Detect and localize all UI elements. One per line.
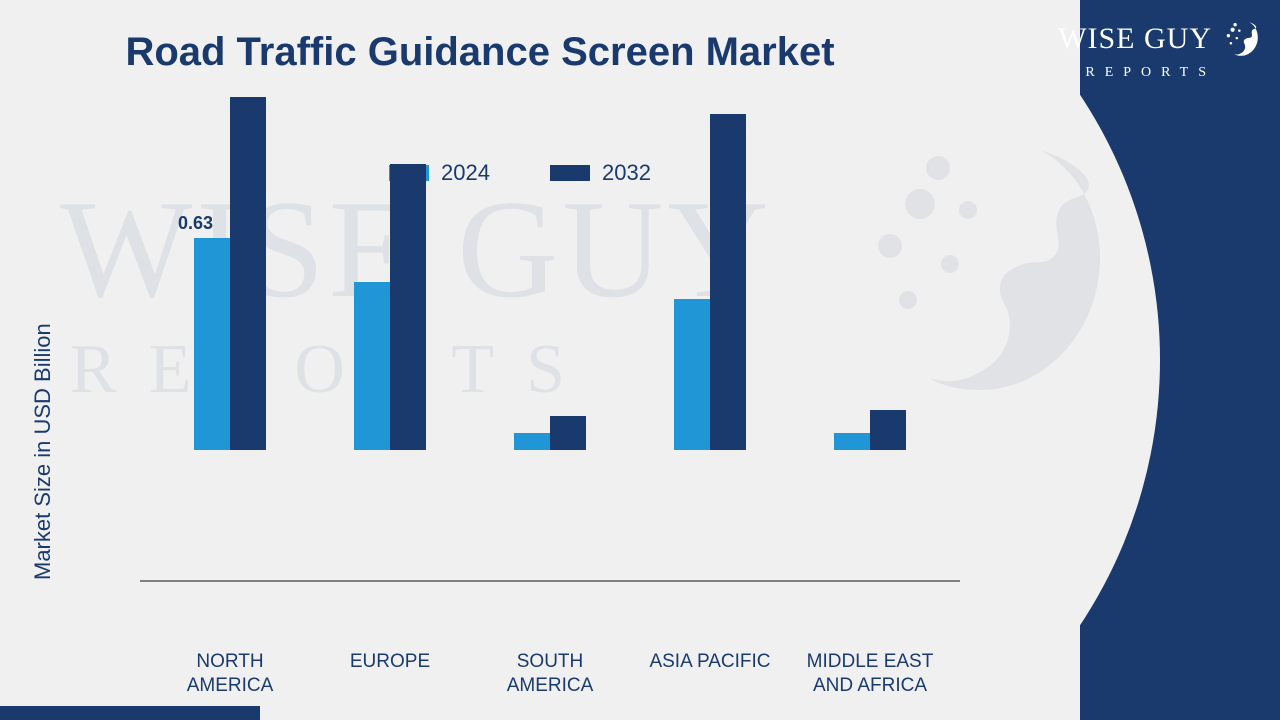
bar-2024 — [834, 433, 870, 450]
logo-head-icon — [1220, 18, 1262, 60]
bar-chart: 2024 2032 Market Size in USD Billion 0.6… — [60, 150, 980, 710]
brand-logo: WISE GUY REPORTS — [1058, 18, 1262, 80]
x-axis-line — [140, 580, 960, 582]
bar-2032 — [230, 97, 266, 450]
bar-2024: 0.63 — [194, 238, 230, 450]
bar-2032 — [390, 164, 426, 450]
y-axis-label: Market Size in USD Billion — [30, 323, 56, 580]
bar-group — [820, 410, 920, 450]
accent-bar — [0, 706, 260, 720]
category-label: ASIA PACIFIC — [640, 650, 780, 674]
category-label: SOUTH AMERICA — [480, 650, 620, 698]
bar-2032 — [550, 416, 586, 450]
bar-group: 0.63 — [180, 97, 280, 450]
canvas: WISE GUY REPORTS Road Traffic Guidance S… — [0, 0, 1280, 720]
category-label: NORTH AMERICA — [160, 650, 300, 698]
bar-2024 — [514, 433, 550, 450]
logo-text-line1: WISE GUY — [1058, 24, 1212, 54]
category-label: MIDDLE EAST AND AFRICA — [800, 650, 940, 698]
bar-group — [660, 114, 760, 450]
bar-2024 — [674, 299, 710, 450]
legend-label-2032: 2032 — [602, 160, 651, 186]
plot-area: 0.63 NORTH AMERICAEUROPESOUTH AMERICAASI… — [140, 210, 960, 580]
bar-group — [500, 416, 600, 450]
chart-title: Road Traffic Guidance Screen Market — [0, 30, 960, 75]
bar-value-label: 0.63 — [178, 213, 213, 234]
bar-2032 — [870, 410, 906, 450]
legend-swatch-2032 — [550, 165, 590, 181]
bar-2032 — [710, 114, 746, 450]
bar-2024 — [354, 282, 390, 450]
legend-label-2024: 2024 — [441, 160, 490, 186]
category-label: EUROPE — [320, 650, 460, 674]
legend-item-2032: 2032 — [550, 160, 651, 186]
logo-text-line2: REPORTS — [1058, 66, 1262, 80]
bar-group — [340, 164, 440, 450]
right-panel — [1080, 0, 1280, 720]
